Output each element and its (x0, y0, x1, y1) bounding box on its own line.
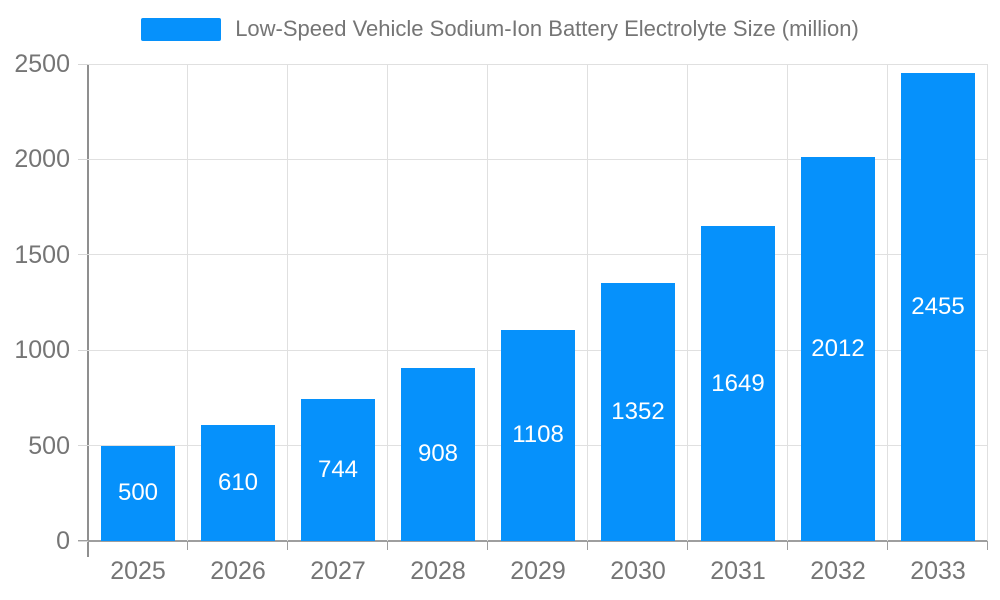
bar-value-label: 610 (217, 468, 259, 496)
gridline-vertical (687, 64, 688, 541)
y-axis-tick-label: 2000 (14, 145, 70, 174)
y-axis-tick-label: 2500 (14, 50, 70, 78)
y-axis-tick (78, 254, 88, 256)
gridline-vertical (287, 64, 288, 541)
x-axis-tick-label: 2031 (710, 557, 766, 585)
x-axis-tick-label: 2028 (410, 557, 466, 585)
bar-value-label: 1649 (711, 369, 765, 397)
bar-value-label: 1108 (512, 421, 564, 449)
bar-2028[interactable]: 908 (401, 367, 475, 541)
bar-value-label: 500 (117, 479, 159, 507)
x-axis-tick-label: 2025 (110, 557, 166, 585)
y-axis-tick (78, 158, 88, 160)
legend-swatch-icon (141, 17, 222, 41)
y-axis-tick-label: 0 (56, 527, 70, 555)
bar-2032[interactable]: 2012 (801, 157, 875, 541)
x-axis-tick-label: 2030 (610, 557, 666, 585)
y-axis-tick (78, 349, 88, 351)
bar-value-label: 1352 (611, 398, 665, 426)
bar-value-label: 908 (417, 440, 459, 468)
bar-value-label: 2455 (911, 292, 965, 320)
legend: Low-Speed Vehicle Sodium-Ion Battery Ele… (0, 16, 1000, 42)
gridline-vertical (987, 64, 988, 541)
x-axis-tick (987, 542, 988, 550)
x-axis-tick-label: 2027 (310, 557, 366, 585)
x-axis-tick (687, 542, 688, 550)
x-axis-tick (787, 542, 788, 550)
x-axis-tick-label: 2033 (910, 557, 966, 585)
bar-value-label: 2012 (811, 335, 865, 363)
bar-value-label: 744 (317, 456, 359, 484)
bar-2031[interactable]: 1649 (701, 226, 775, 541)
y-axis-tick (78, 445, 88, 447)
gridline-horizontal (88, 63, 988, 65)
y-axis-tick-label: 1500 (14, 240, 70, 269)
bar-2025[interactable]: 500 (101, 445, 175, 541)
bar-2029[interactable]: 1108 (501, 329, 575, 541)
y-axis-tick (78, 63, 88, 65)
x-axis-tick (587, 542, 588, 550)
y-axis-tick-label: 1000 (14, 336, 70, 365)
x-axis-tick-label: 2032 (810, 557, 866, 585)
gridline-vertical (187, 64, 188, 541)
x-axis-tick (287, 542, 288, 550)
x-axis-line (78, 540, 988, 542)
bar-2027[interactable]: 744 (301, 399, 375, 541)
y-axis-line (87, 64, 89, 557)
gridline-vertical (787, 64, 788, 541)
gridline-vertical (387, 64, 388, 541)
gridline-vertical (887, 64, 888, 541)
gridline-horizontal (88, 254, 988, 256)
plot-area: 500 610 744 908 1108 1352 1649 2012 2455 (78, 63, 988, 557)
gridline-vertical (587, 64, 588, 541)
x-axis-tick (187, 542, 188, 550)
x-axis-tick-label: 2026 (210, 557, 266, 585)
bar-2033[interactable]: 2455 (901, 72, 975, 541)
y-axis-tick (78, 540, 88, 542)
bar-2026[interactable]: 610 (201, 424, 275, 541)
x-axis-tick (487, 542, 488, 550)
y-axis-tick-label: 500 (28, 431, 70, 460)
legend-item[interactable]: Low-Speed Vehicle Sodium-Ion Battery Ele… (141, 16, 859, 42)
bar-2030[interactable]: 1352 (601, 283, 675, 541)
gridline-vertical (487, 64, 488, 541)
x-axis-tick (387, 542, 388, 550)
gridline-horizontal (88, 158, 988, 160)
x-axis-tick-label: 2029 (510, 557, 566, 585)
y-axis-labels: 0 500 1000 1500 2000 2500 (0, 50, 70, 555)
x-axis-labels: 2025 2026 2027 2028 2029 2030 2031 2032 2033 (88, 557, 988, 591)
x-axis-tick (887, 542, 888, 550)
legend-label: Low-Speed Vehicle Sodium-Ion Battery Ele… (235, 16, 859, 41)
